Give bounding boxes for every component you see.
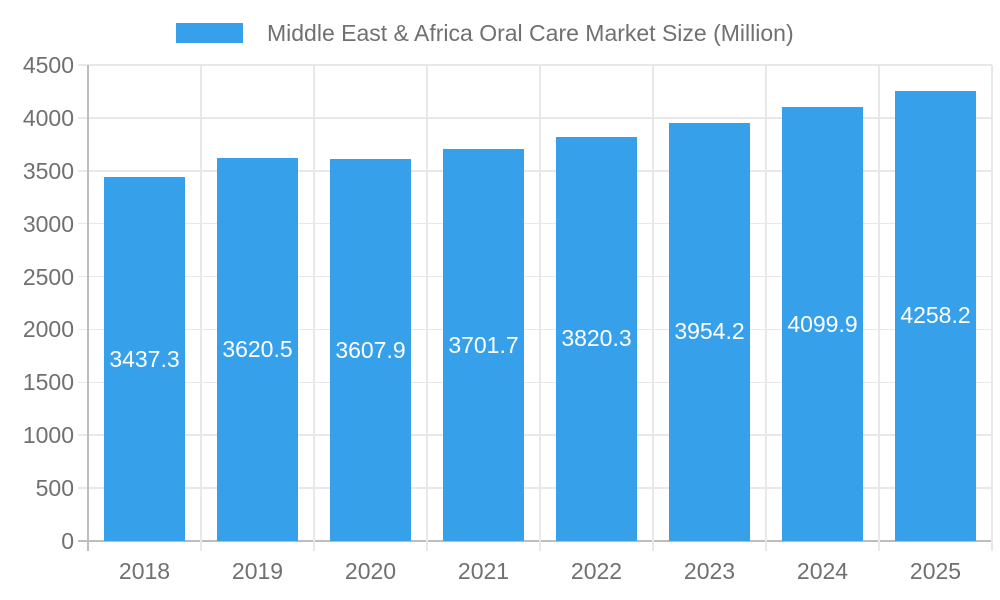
bar-2022[interactable]: 3820.3: [556, 136, 637, 541]
legend-swatch: [176, 23, 243, 43]
y-axis-tick: [78, 275, 88, 278]
bar-value-label: 3437.3: [109, 345, 180, 372]
x-axis-tick: [878, 541, 880, 551]
x-axis-label: 2025: [909, 558, 962, 584]
y-axis-tick: [78, 381, 88, 384]
bar-2020[interactable]: 3607.9: [330, 159, 411, 541]
y-axis-tick: [78, 222, 88, 225]
y-axis-tick: [78, 434, 88, 436]
bar-2024[interactable]: 4099.9: [782, 107, 863, 541]
gridline-vertical: [652, 65, 654, 541]
x-axis-label: 2018: [118, 558, 171, 584]
gridline-vertical: [313, 65, 315, 541]
y-axis-label: 2000: [22, 316, 74, 343]
x-axis-label: 2019: [231, 558, 284, 584]
y-axis-label: 4000: [22, 104, 74, 131]
x-axis-label: 2023: [683, 558, 736, 584]
bar-2025[interactable]: 4258.2: [895, 90, 976, 541]
x-axis-label: 2020: [344, 558, 397, 584]
x-axis-tick: [313, 541, 315, 551]
gridline-vertical: [539, 65, 541, 541]
x-axis-tick: [87, 541, 89, 551]
bar-2018[interactable]: 3437.3: [104, 177, 185, 541]
x-axis-label: 2022: [570, 558, 623, 584]
y-axis-tick: [78, 487, 88, 489]
x-axis-tick: [765, 541, 767, 551]
y-axis-label: 1000: [22, 422, 74, 449]
legend[interactable]: Middle East & Africa Oral Care Market Si…: [176, 18, 794, 48]
bar-value-label: 3607.9: [335, 336, 406, 363]
x-axis-tick: [539, 541, 541, 551]
y-axis-tick: [78, 64, 88, 66]
x-axis-tick: [200, 541, 202, 551]
bar-2023[interactable]: 3954.2: [669, 122, 750, 541]
y-axis-label: 1500: [22, 369, 74, 396]
gridline-vertical: [991, 65, 993, 541]
y-axis-line: [87, 65, 89, 541]
y-axis-label: 3500: [22, 157, 74, 184]
bar-value-label: 4099.9: [787, 310, 858, 337]
gridline-vertical: [878, 65, 880, 541]
gridline-vertical: [426, 65, 428, 541]
gridline-vertical: [765, 65, 767, 541]
y-axis-tick: [78, 117, 88, 119]
y-axis-tick: [78, 328, 88, 331]
x-axis-tick: [652, 541, 654, 551]
bar-value-label: 4258.2: [900, 302, 971, 329]
y-axis-label: 3000: [22, 210, 74, 237]
y-axis-label: 4500: [22, 52, 74, 78]
bar-2021[interactable]: 3701.7: [443, 149, 524, 541]
y-axis-label: 2500: [22, 263, 74, 290]
y-axis-label: 500: [35, 475, 74, 502]
legend-label: Middle East & Africa Oral Care Market Si…: [267, 20, 794, 46]
y-axis-tick: [78, 540, 88, 542]
x-axis-tick: [426, 541, 428, 551]
y-axis-tick: [78, 170, 88, 172]
bar-value-label: 3620.5: [222, 336, 293, 362]
gridline-vertical: [200, 65, 202, 541]
bar-value-label: 3701.7: [448, 331, 519, 358]
x-axis-label: 2024: [796, 558, 849, 584]
x-axis-tick: [991, 541, 993, 551]
bar-2019[interactable]: 3620.5: [217, 158, 298, 541]
x-axis-label: 2021: [457, 558, 510, 584]
y-axis-label: 0: [61, 528, 74, 554]
bar-value-label: 3954.2: [674, 318, 745, 345]
bar-value-label: 3820.3: [561, 325, 632, 352]
